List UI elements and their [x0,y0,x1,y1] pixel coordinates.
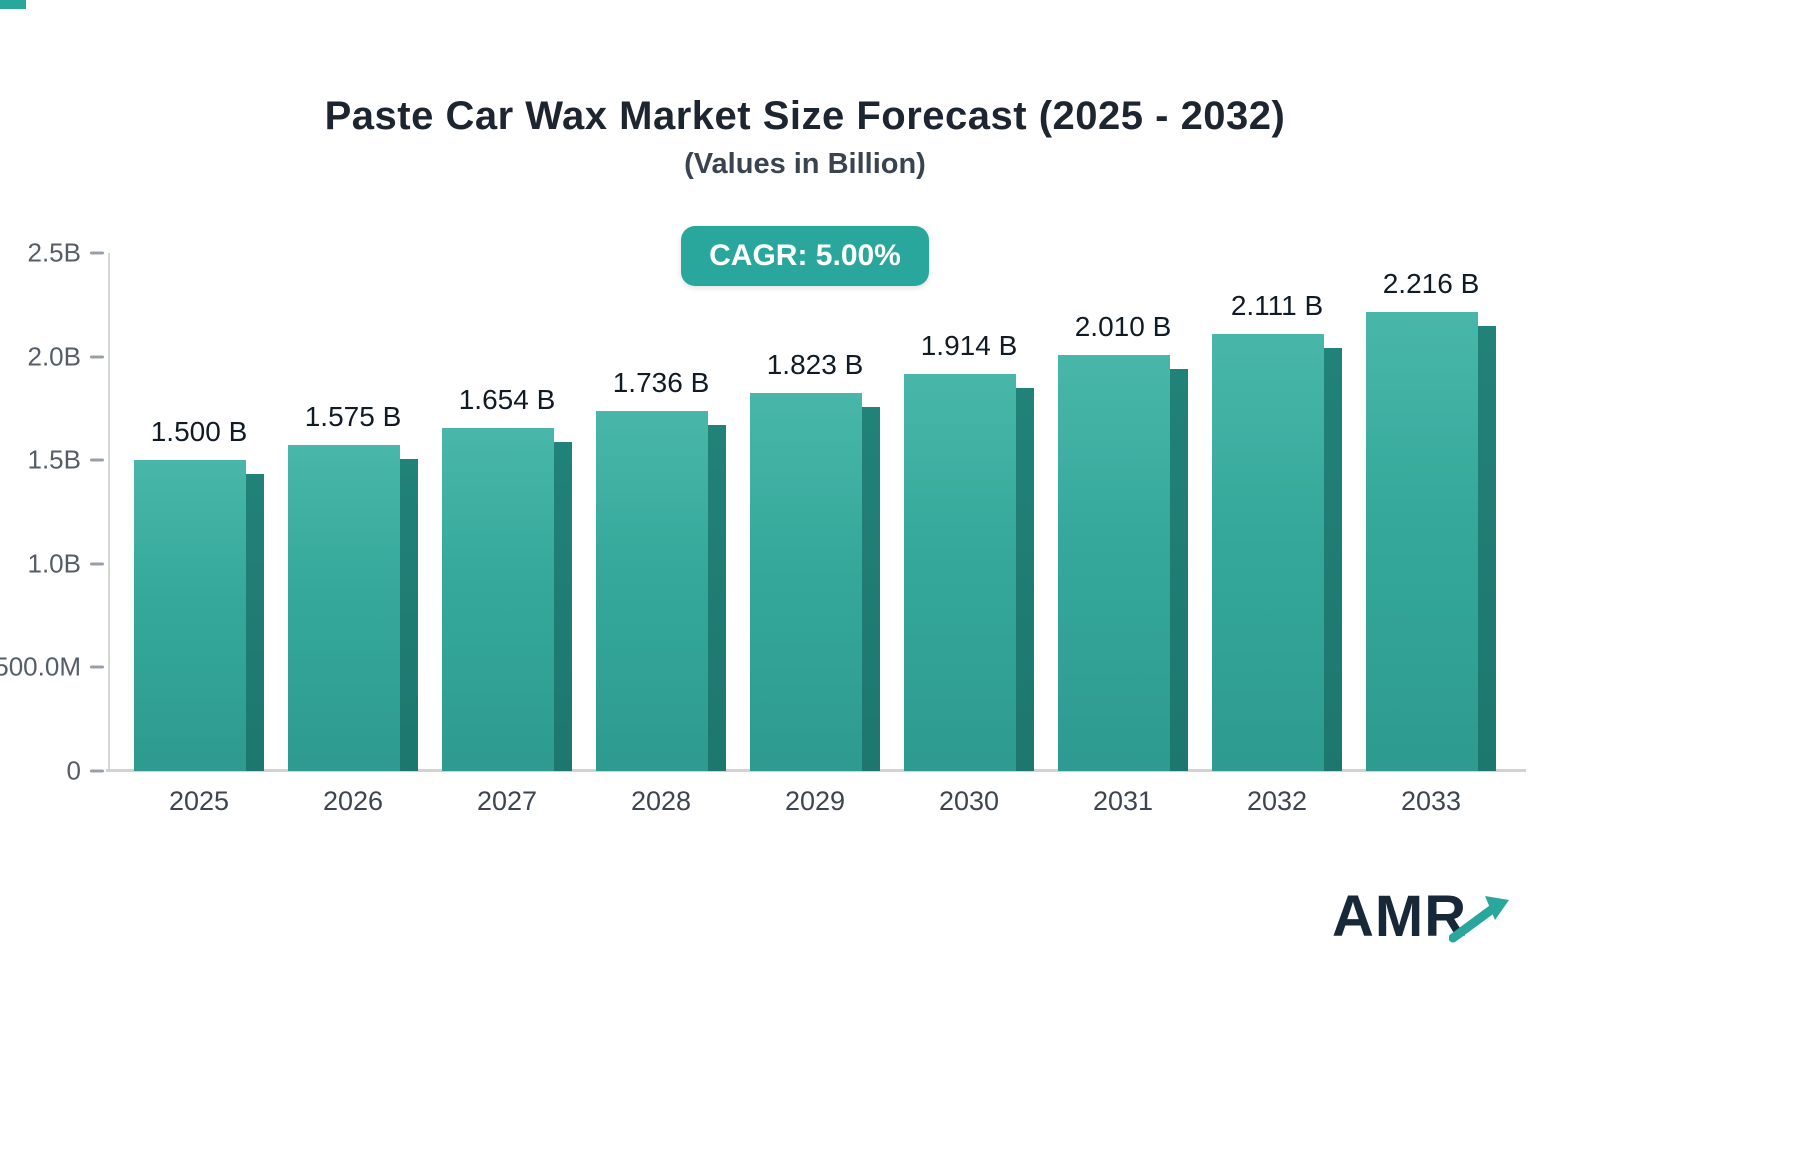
bar-group: 1.914 B [904,330,1034,771]
growth-arrow-icon [1449,896,1510,943]
bar-value-label: 1.654 B [458,384,556,415]
y-tick: 2.0B [27,341,104,372]
x-axis-label: 2029 [784,786,846,816]
bars: 1.500 B 1.575 B 1.654 B 1.736 B 1.823 B 1.914… [110,253,1520,771]
bar-value-label: 1.575 B [304,401,402,432]
bar-side-face [1324,348,1342,771]
bar-group: 1.654 B [442,384,572,771]
y-axis-line [108,253,110,771]
bar [596,411,726,771]
chart-subtitle: (Values in Billion) [684,148,926,180]
x-axis-label: 2027 [476,786,538,816]
x-axis-label: 2031 [1092,786,1154,816]
bar [442,428,572,771]
bar-group: 1.575 B [288,401,418,771]
y-tick-mark [90,251,104,255]
bar [134,460,264,771]
y-tick-mark [90,458,104,462]
bar-group: 1.736 B [596,367,726,771]
bar-front-face [1366,312,1478,771]
bar-front-face [134,460,246,771]
bar-group: 2.216 B [1366,268,1496,771]
bar [1058,355,1188,771]
bar [288,445,418,771]
bar-group: 2.010 B [1058,311,1188,771]
x-axis-label: 2030 [938,786,1000,816]
bar-value-label: 1.736 B [612,367,710,398]
bar-front-face [442,428,554,771]
bar-front-face [596,411,708,771]
y-tick: 500.0M [0,652,104,683]
bar [1366,312,1496,771]
bar-front-face [288,445,400,771]
bar-front-face [904,374,1016,771]
bar-side-face [246,474,264,771]
y-tick: 2.5B [27,237,104,269]
y-tick: 1.0B [27,548,104,579]
y-tick-label: 1.5B [27,444,82,475]
y-tick-mark [90,562,104,566]
x-axis-label: 2032 [1246,786,1308,816]
bar-front-face [750,393,862,771]
bar-value-label: 1.823 B [766,349,864,380]
bar-side-face [1170,369,1188,771]
bar-value-label: 1.500 B [150,416,248,447]
y-tick: 1.5B [27,444,104,476]
bar-group: 2.111 B [1212,290,1342,771]
amr-logo-text: AMR [1332,884,1468,949]
bar [750,393,880,771]
x-axis-label: 2033 [1400,786,1462,816]
chart-title: Paste Car Wax Market Size Forecast (2025… [324,94,1286,138]
x-axis-label: 2028 [630,786,692,816]
y-tick-label: 2.0B [27,341,82,372]
y-tick-label: 2.5B [27,237,82,268]
bar-front-face [1212,334,1324,771]
y-tick-mark [90,665,104,669]
corner-accent [0,0,26,9]
cagr-badge: CAGR: 5.00% [681,226,929,286]
bar-value-label: 2.010 B [1074,311,1172,342]
bar [904,374,1034,771]
amr-logo: AMR [1332,888,1511,946]
bar-value-label: 2.111 B [1230,290,1324,321]
bar-value-label: 2.216 B [1382,268,1480,299]
bar [1212,334,1342,771]
bar-side-face [862,407,880,771]
bar-side-face [554,442,572,771]
bar-front-face [1058,355,1170,771]
y-tick-mark [90,355,104,359]
x-axis-label: 2026 [322,786,384,816]
y-tick-label: 0 [66,755,81,786]
x-axis-label: 2025 [168,786,230,816]
bar-side-face [1016,388,1034,771]
bar-side-face [1478,326,1496,771]
y-axis-ticks: 2.5B 2.0B 1.5B 1.0B 500.0M 0 [0,238,104,786]
bar-side-face [400,459,418,771]
bar-side-face [708,425,726,771]
bar-group: 1.500 B [134,416,264,771]
y-tick-label: 1.0B [27,548,82,579]
bar-value-label: 1.914 B [920,330,1018,361]
y-tick: 0 [67,756,104,787]
y-tick-mark [90,769,104,773]
bar-group: 1.823 B [750,349,880,771]
y-tick-label: 500.0M [0,651,81,682]
cagr-badge-row: CAGR: 5.00% [0,226,1610,286]
x-axis-labels: 2025 2026 2027 2028 2029 2030 2031 2032 2033 [110,786,1520,817]
